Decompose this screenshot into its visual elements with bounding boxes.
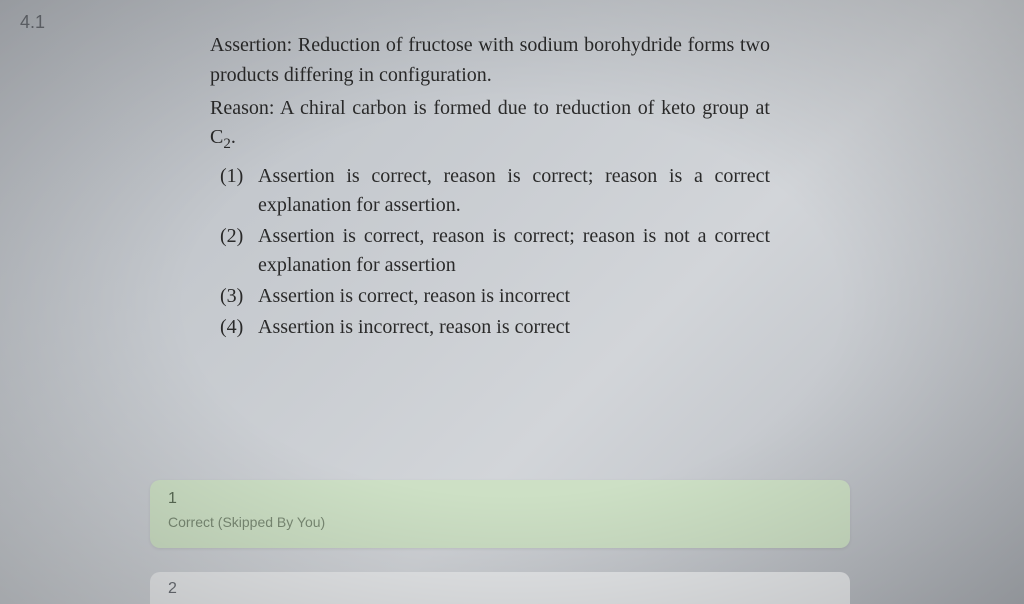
assertion-label: Assertion: [210,34,292,56]
reason-label: Reason: [210,97,274,119]
option-3[interactable]: (3) Assertion is correct, reason is inco… [220,282,770,311]
option-text: Assertion is correct, reason is correct;… [258,222,770,280]
next-badge[interactable]: 2 [150,572,850,604]
assertion-text: Reduction of fructose with sodium borohy… [210,34,770,86]
option-1[interactable]: (1) Assertion is correct, reason is corr… [220,162,770,220]
option-number: (3) [220,282,258,311]
reason-text-post: . [231,126,236,148]
reason-text-pre: A chiral carbon is formed due to reducti… [210,97,770,148]
assertion: Assertion: Reduction of fructose with so… [210,30,770,90]
answer-badge[interactable]: 1 Correct (Skipped By You) [150,480,850,548]
option-2[interactable]: (2) Assertion is correct, reason is corr… [220,222,770,280]
answer-number: 1 [168,490,832,508]
option-number: (4) [220,313,258,342]
next-number: 2 [168,580,832,598]
reason: Reason: A chiral carbon is formed due to… [210,94,770,156]
question-block: Assertion: Reduction of fructose with so… [210,30,770,344]
answer-status: Correct (Skipped By You) [168,514,832,530]
reason-subscript: 2 [223,136,231,152]
page-number: 4.1 [20,12,45,33]
options-list: (1) Assertion is correct, reason is corr… [220,162,770,342]
option-number: (1) [220,162,258,220]
option-text: Assertion is incorrect, reason is correc… [258,313,770,342]
option-4[interactable]: (4) Assertion is incorrect, reason is co… [220,313,770,342]
option-text: Assertion is correct, reason is correct;… [258,162,770,220]
option-text: Assertion is correct, reason is incorrec… [258,282,770,311]
option-number: (2) [220,222,258,280]
